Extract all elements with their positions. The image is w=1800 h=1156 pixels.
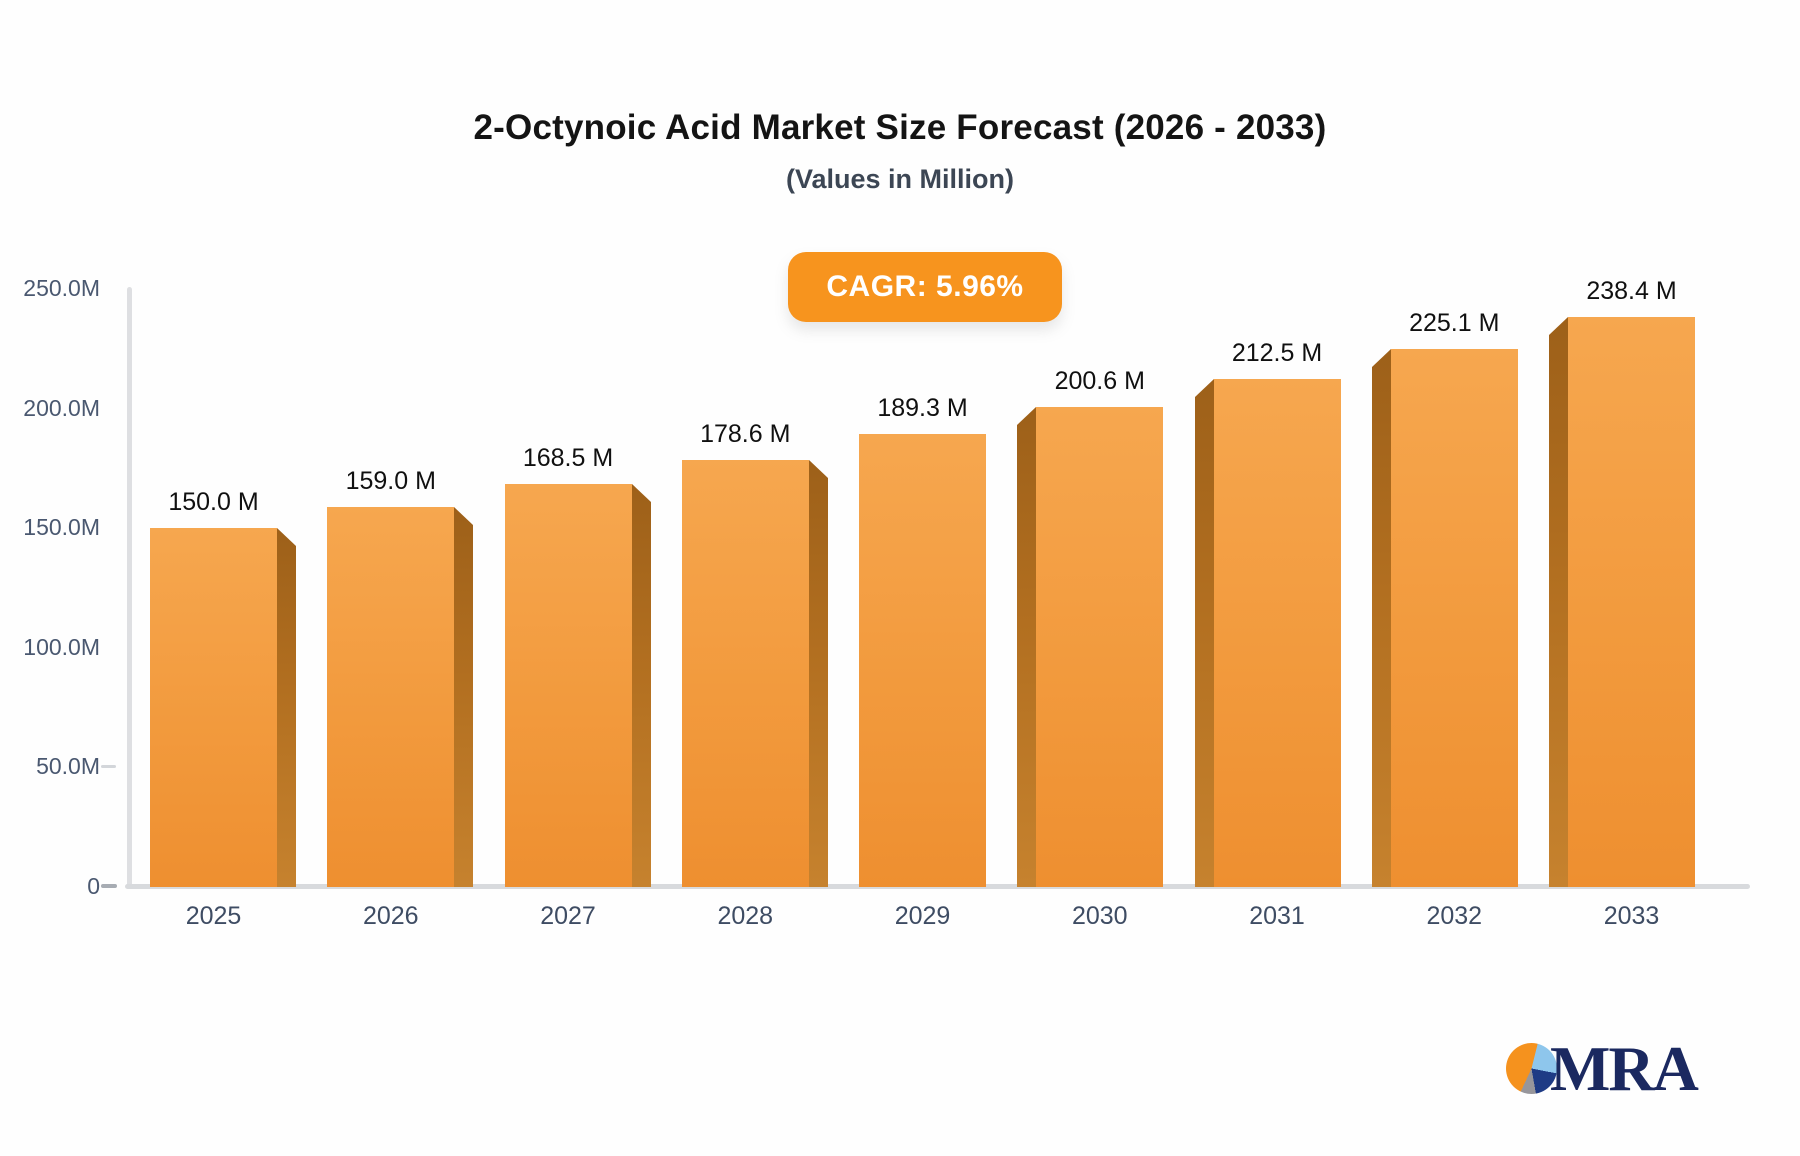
bar-side-2030 <box>1017 407 1036 887</box>
chart-title: 2-Octynoic Acid Market Size Forecast (20… <box>473 108 1327 147</box>
bar-value-label-2025: 150.0 M <box>168 488 259 516</box>
y-axis-line <box>127 287 132 888</box>
y-axis-label-200.0M: 200.0M <box>23 395 100 421</box>
x-axis-label-2033: 2033 <box>1603 902 1660 930</box>
x-axis-label-2027: 2027 <box>540 902 596 930</box>
cagr-badge-label: CAGR: 5.96% <box>826 270 1024 303</box>
bar-value-label-2030: 200.6 M <box>1054 367 1145 395</box>
y-axis-label-50.0M: 50.0M <box>36 753 100 779</box>
x-axis-label-2029: 2029 <box>894 902 951 930</box>
bar-value-label-2026: 159.0 M <box>345 467 436 495</box>
bar-value-label-2033: 238.4 M <box>1586 277 1677 305</box>
y-axis-label-0: 0 <box>87 873 100 899</box>
x-axis-label-2028: 2028 <box>717 902 774 930</box>
bar-2030 <box>1036 407 1163 887</box>
pie-chart-icon <box>1506 1043 1557 1094</box>
chart-subtitle: (Values in Million) <box>785 164 1015 194</box>
y-axis-label-100.0M: 100.0M <box>23 634 100 660</box>
y-tick-50m <box>101 765 116 768</box>
bar-2025 <box>150 528 277 887</box>
bar-2028 <box>682 460 809 887</box>
bar-side-2032 <box>1372 349 1391 887</box>
bar-value-label-2031: 212.5 M <box>1231 339 1323 367</box>
bar-value-label-2028: 178.6 M <box>700 420 791 448</box>
x-axis-label-2031: 2031 <box>1249 902 1305 930</box>
y-tick-0 <box>101 884 117 888</box>
bar-side-2031 <box>1195 379 1214 887</box>
bar-2027 <box>505 484 632 887</box>
bar-2033 <box>1568 317 1695 887</box>
bar-side-2033 <box>1549 317 1568 887</box>
bar-side-2027 <box>632 484 651 887</box>
bar-2031 <box>1214 379 1341 887</box>
bar-value-label-2027: 168.5 M <box>522 444 614 472</box>
bar-value-label-2029: 189.3 M <box>877 394 968 422</box>
bar-side-2028 <box>809 460 828 887</box>
bar-side-2025 <box>277 528 296 887</box>
x-axis-label-2026: 2026 <box>362 902 419 930</box>
bar-2032 <box>1391 349 1518 887</box>
y-axis-label-150.0M: 150.0M <box>23 514 100 540</box>
x-axis-label-2032: 2032 <box>1426 902 1483 930</box>
mra-logo: MRA <box>1506 1033 1699 1104</box>
bar-2026 <box>327 507 454 887</box>
x-axis-label-2025: 2025 <box>185 902 242 930</box>
x-axis-label-2030: 2030 <box>1071 902 1128 930</box>
bar-side-2026 <box>454 507 473 887</box>
y-axis-label-250.0M: 250.0M <box>23 275 100 301</box>
mra-logo-text: MRA <box>1550 1033 1699 1104</box>
bar-value-label-2032: 225.1 M <box>1409 309 1500 337</box>
cagr-badge: CAGR: 5.96% <box>788 252 1062 322</box>
bar-2029 <box>859 434 986 887</box>
